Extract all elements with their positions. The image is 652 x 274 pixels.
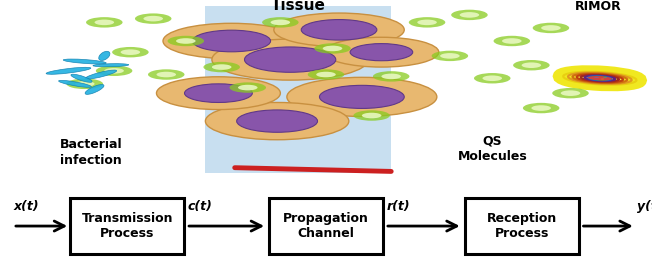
Ellipse shape xyxy=(274,13,404,47)
Circle shape xyxy=(541,25,561,31)
Circle shape xyxy=(314,43,351,54)
Ellipse shape xyxy=(71,74,92,82)
Ellipse shape xyxy=(192,30,271,52)
FancyBboxPatch shape xyxy=(269,198,383,254)
Circle shape xyxy=(104,68,124,74)
FancyBboxPatch shape xyxy=(464,198,579,254)
Ellipse shape xyxy=(205,102,349,140)
Ellipse shape xyxy=(350,44,413,61)
Circle shape xyxy=(135,13,171,24)
FancyBboxPatch shape xyxy=(70,198,184,254)
Text: Propagation
Channel: Propagation Channel xyxy=(283,212,369,240)
Ellipse shape xyxy=(156,77,280,110)
Circle shape xyxy=(143,16,163,21)
Ellipse shape xyxy=(85,84,104,94)
Circle shape xyxy=(156,72,176,77)
Circle shape xyxy=(432,51,468,61)
Ellipse shape xyxy=(46,67,91,74)
Circle shape xyxy=(316,72,336,77)
Circle shape xyxy=(238,85,258,90)
Text: r(t): r(t) xyxy=(386,200,410,213)
Circle shape xyxy=(451,10,488,20)
Circle shape xyxy=(533,23,569,33)
Ellipse shape xyxy=(603,77,607,78)
Circle shape xyxy=(323,46,342,51)
Ellipse shape xyxy=(212,39,368,80)
Circle shape xyxy=(373,71,409,82)
Ellipse shape xyxy=(319,85,404,109)
Circle shape xyxy=(460,12,479,18)
Ellipse shape xyxy=(244,47,336,72)
Circle shape xyxy=(522,62,541,68)
Text: Tissue: Tissue xyxy=(271,0,326,13)
Circle shape xyxy=(362,113,381,118)
Circle shape xyxy=(381,74,401,79)
Text: x(t): x(t) xyxy=(13,200,38,213)
Circle shape xyxy=(75,81,95,87)
Circle shape xyxy=(212,64,231,70)
Circle shape xyxy=(502,38,522,44)
Circle shape xyxy=(561,90,580,96)
Text: Transmission
Process: Transmission Process xyxy=(82,212,173,240)
Circle shape xyxy=(148,69,185,80)
Ellipse shape xyxy=(98,51,110,61)
Text: QS
Molecules: QS Molecules xyxy=(458,134,527,163)
Circle shape xyxy=(262,17,299,28)
Ellipse shape xyxy=(324,37,439,67)
Circle shape xyxy=(552,88,589,98)
Circle shape xyxy=(523,103,559,113)
Ellipse shape xyxy=(85,70,117,79)
Text: c(t): c(t) xyxy=(188,200,213,213)
Ellipse shape xyxy=(93,64,128,67)
Ellipse shape xyxy=(557,70,643,86)
Circle shape xyxy=(271,19,290,25)
Ellipse shape xyxy=(287,77,437,116)
Ellipse shape xyxy=(301,19,377,40)
Circle shape xyxy=(96,65,132,76)
Ellipse shape xyxy=(594,77,599,78)
Circle shape xyxy=(230,82,266,93)
Text: y(t): y(t) xyxy=(637,200,652,213)
FancyBboxPatch shape xyxy=(205,5,391,173)
Circle shape xyxy=(513,60,550,70)
Circle shape xyxy=(440,53,460,59)
Circle shape xyxy=(417,19,437,25)
Ellipse shape xyxy=(59,80,91,87)
Ellipse shape xyxy=(63,59,106,64)
Circle shape xyxy=(67,79,103,89)
Circle shape xyxy=(409,17,445,28)
Circle shape xyxy=(112,47,149,57)
Circle shape xyxy=(531,105,551,111)
Circle shape xyxy=(494,36,530,46)
Circle shape xyxy=(86,17,123,28)
Circle shape xyxy=(95,19,114,25)
Circle shape xyxy=(203,62,240,72)
Ellipse shape xyxy=(163,23,300,59)
Circle shape xyxy=(353,110,390,121)
Circle shape xyxy=(121,49,140,55)
Ellipse shape xyxy=(237,110,318,132)
Ellipse shape xyxy=(587,76,612,81)
Text: Reception
Process: Reception Process xyxy=(486,212,557,240)
Text: Bacterial
infection: Bacterial infection xyxy=(60,138,123,167)
Circle shape xyxy=(308,69,344,80)
Circle shape xyxy=(176,38,196,44)
Circle shape xyxy=(482,75,502,81)
Circle shape xyxy=(474,73,511,84)
Circle shape xyxy=(168,36,204,46)
Ellipse shape xyxy=(185,84,252,102)
Text: RIMOR: RIMOR xyxy=(575,0,622,13)
